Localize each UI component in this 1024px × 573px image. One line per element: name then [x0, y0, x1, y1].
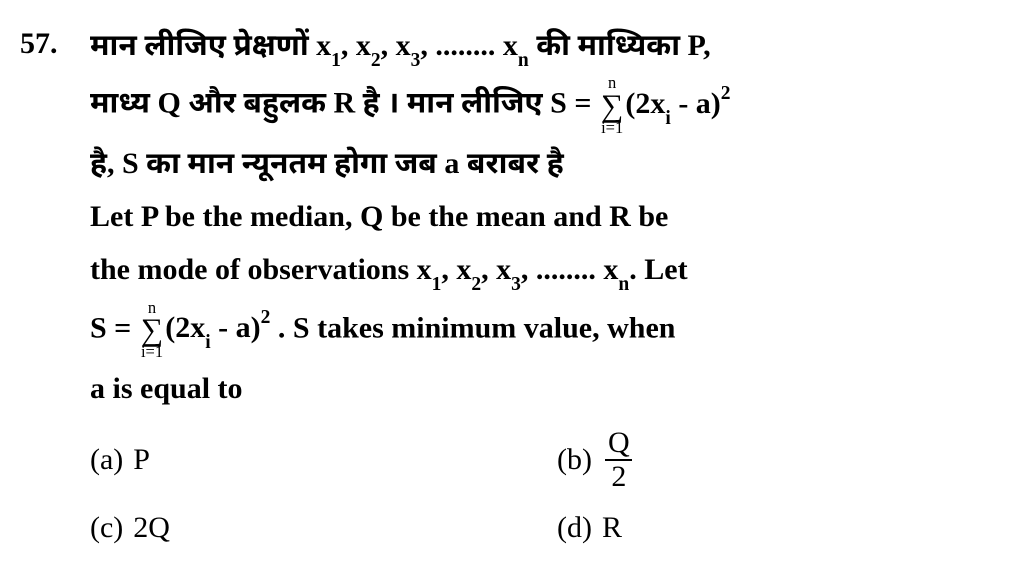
x: x [503, 29, 518, 62]
term-mid: - a) [671, 87, 721, 120]
text: . Let [629, 253, 687, 286]
term-open: (2x [165, 311, 205, 344]
sep: , [481, 253, 496, 286]
x: x [356, 29, 371, 62]
sub-3: 3 [411, 50, 421, 71]
option-label: (a) [90, 434, 123, 485]
x: x [496, 253, 511, 286]
summation: n∑i=1 [141, 300, 163, 361]
option-d[interactable]: (d) R [557, 502, 984, 553]
text: Let P be the median, Q be the mean and R… [90, 200, 668, 233]
option-a[interactable]: (a) P [90, 428, 517, 492]
x: x [417, 253, 432, 286]
dots: ........ [536, 253, 596, 286]
term-sub-i: i [205, 332, 210, 353]
seq-x1: x1, [316, 29, 356, 62]
sub-1: 1 [432, 274, 442, 295]
question-row: 57. मान लीजिए प्रेक्षणों x1, x2, x3, ...… [20, 20, 984, 553]
option-label: (c) [90, 502, 123, 553]
hindi-line-1: मान लीजिए प्रेक्षणों x1, x2, x3, .......… [90, 20, 984, 73]
seq-xn: xn [503, 29, 529, 62]
sep: , [381, 29, 396, 62]
text: the mode of observations [90, 253, 417, 286]
sigma-icon: ∑ [141, 316, 163, 344]
question-number: 57. [20, 20, 90, 68]
term-pow: 2 [261, 307, 271, 328]
term-sub-i: i [665, 108, 670, 129]
option-b[interactable]: (b) Q 2 [557, 428, 984, 492]
text: . S takes minimum value, when [270, 311, 675, 344]
sub-3: 3 [511, 274, 521, 295]
dots: ........ [435, 29, 495, 62]
sep: , [341, 29, 356, 62]
sum-term: (2xi - a)2 [625, 87, 730, 120]
sub-n: n [518, 50, 529, 71]
option-value: 2Q [133, 502, 170, 553]
sigma-icon: ∑ [601, 92, 623, 120]
seq-x2: x2 [456, 253, 481, 286]
term-mid: - a) [211, 311, 261, 344]
hindi-line-2: माध्य Q और बहुलक R है । मान लीजिए S = n∑… [90, 75, 984, 136]
sep: , [521, 253, 536, 286]
x: x [316, 29, 331, 62]
text: है, S का मान न्यूनतम होगा जब a बराबर है [90, 147, 564, 180]
sub-2: 2 [471, 274, 481, 295]
term-pow: 2 [721, 83, 731, 104]
options-grid: (a) P (b) Q 2 (c) 2Q (d) R [90, 428, 984, 553]
english-line-1: Let P be the median, Q be the mean and R… [90, 191, 984, 242]
summation: n∑i=1 [601, 75, 623, 136]
question-body: मान लीजिए प्रेक्षणों x1, x2, x3, .......… [90, 20, 984, 553]
english-line-2: the mode of observations x1, x2, x3, ...… [90, 244, 984, 297]
english-line-3: S = n∑i=1(2xi - a)2 . S takes minimum va… [90, 300, 984, 361]
x: x [603, 253, 618, 286]
option-value: P [133, 434, 150, 485]
option-value: R [602, 502, 622, 553]
seq-x2: x2 [356, 29, 381, 62]
sep: , [420, 29, 435, 62]
fraction-q-over-2: Q 2 [602, 428, 636, 492]
english-line-4: a is equal to [90, 363, 984, 414]
sub-2: 2 [371, 50, 381, 71]
option-label: (b) [557, 434, 592, 485]
seq-x3: x3 [396, 29, 421, 62]
seq-x3: x3 [496, 253, 521, 286]
sub-1: 1 [331, 50, 341, 71]
seq-xn: xn [603, 253, 629, 286]
sub-n: n [618, 274, 629, 295]
seq-x1: x1, [417, 253, 457, 286]
text: माध्य Q और बहुलक R है । मान लीजिए [90, 87, 550, 120]
sep: , [441, 253, 456, 286]
text: की माध्यिका P, [529, 29, 711, 62]
x: x [456, 253, 471, 286]
term-open: (2x [625, 87, 665, 120]
s-eq: S = [90, 311, 139, 344]
sum-bottom: i=1 [601, 120, 623, 137]
sum-bottom: i=1 [141, 344, 163, 361]
hindi-line-3: है, S का मान न्यूनतम होगा जब a बराबर है [90, 138, 984, 189]
text: मान लीजिए प्रेक्षणों [90, 29, 316, 62]
x: x [396, 29, 411, 62]
question-page: 57. मान लीजिए प्रेक्षणों x1, x2, x3, ...… [0, 0, 1024, 573]
text: a is equal to [90, 372, 243, 405]
fraction-numerator: Q [602, 428, 636, 459]
s-eq: S = [550, 87, 599, 120]
option-c[interactable]: (c) 2Q [90, 502, 517, 553]
fraction-denominator: 2 [605, 459, 632, 492]
sum-term: (2xi - a)2 [165, 311, 270, 344]
option-label: (d) [557, 502, 592, 553]
